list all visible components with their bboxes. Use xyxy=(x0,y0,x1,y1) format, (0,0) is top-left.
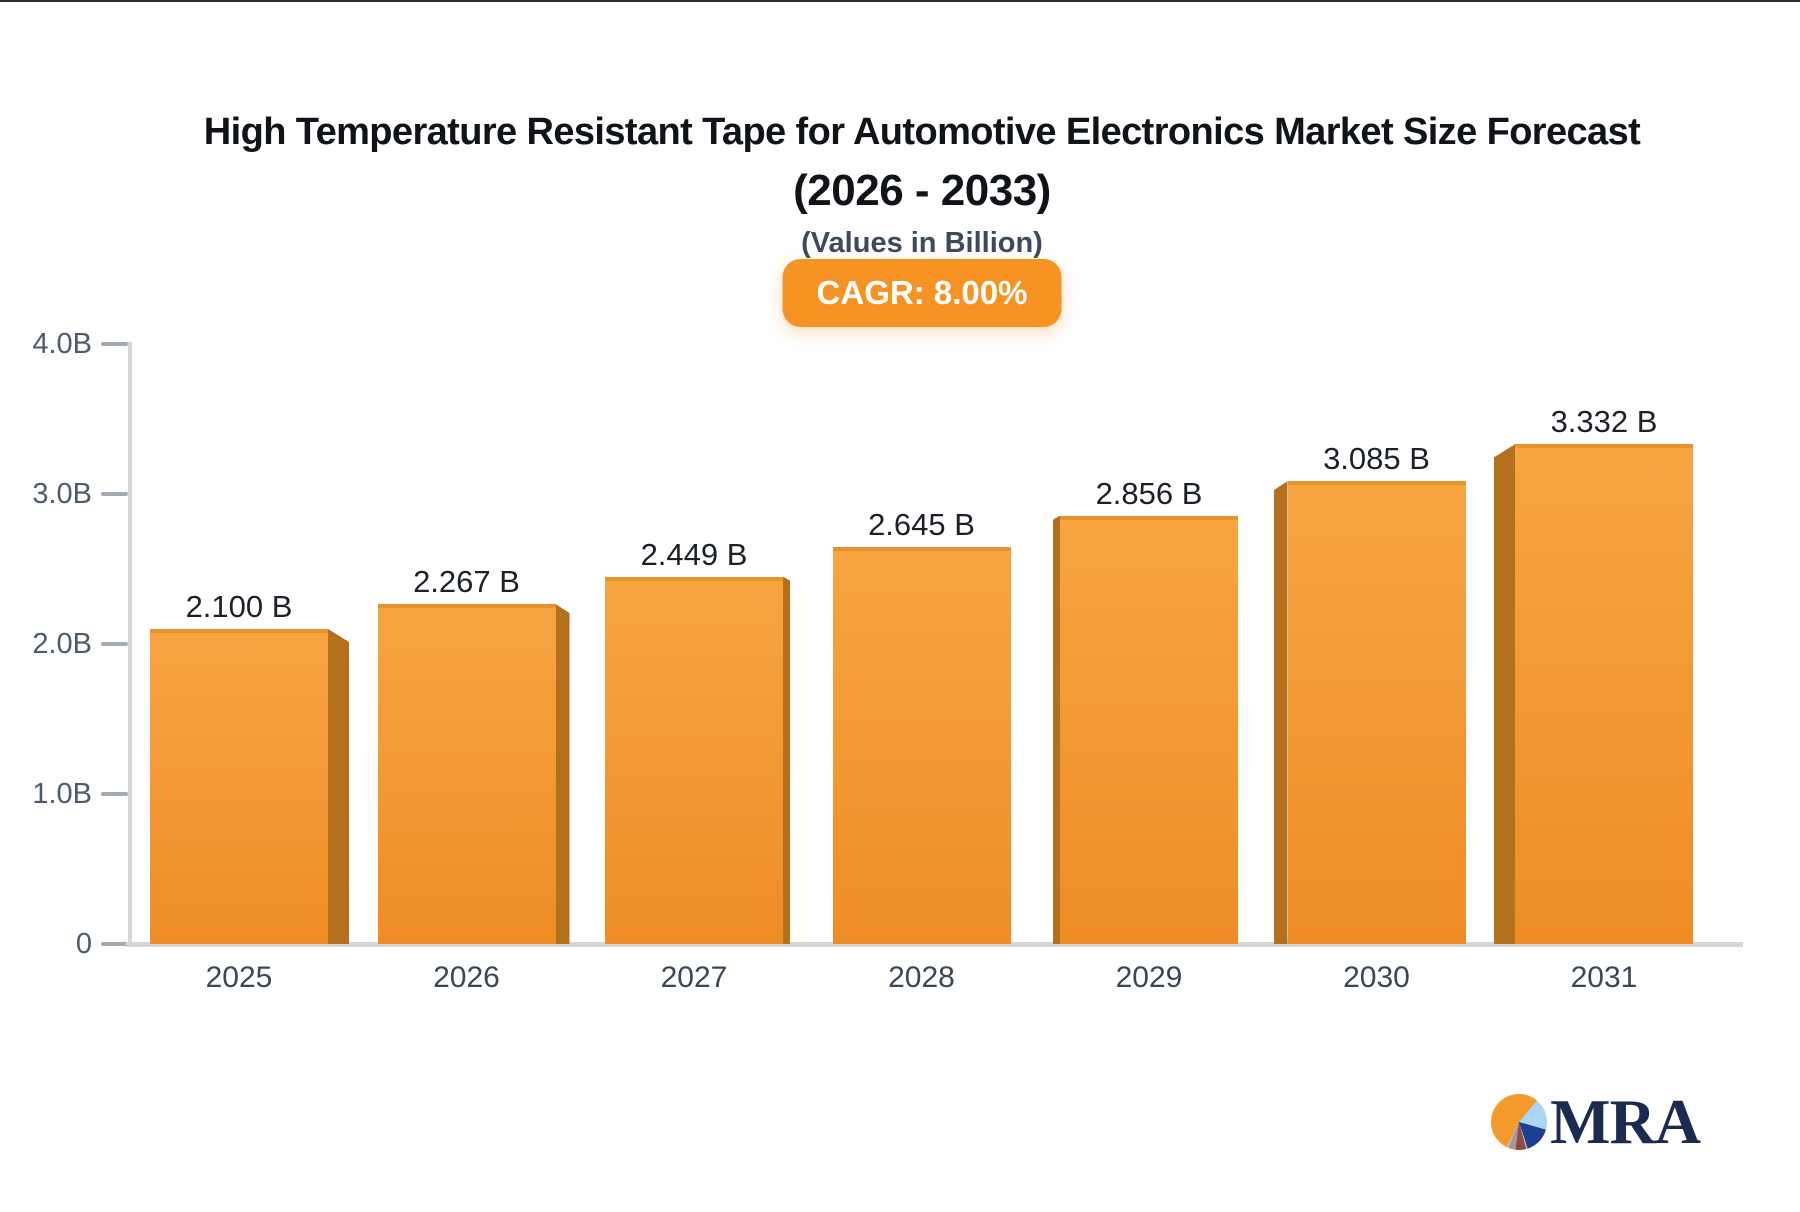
bar-3d-side xyxy=(1494,444,1515,944)
y-axis-line xyxy=(128,342,132,947)
y-axis-tick-label: 2.0B xyxy=(32,628,92,660)
bar-value-2028: 2.645 B xyxy=(868,507,975,543)
y-axis-tick xyxy=(101,642,128,646)
x-axis-label-2029: 2029 xyxy=(1115,961,1183,994)
bar-2031[interactable] xyxy=(1515,444,1693,944)
bar-value-2025: 2.100 B xyxy=(185,589,293,624)
pie-chart-logo-icon xyxy=(1491,1094,1548,1150)
bar-value-2026: 2.267 B xyxy=(413,563,520,599)
y-axis-tick-label: 1.0B xyxy=(32,778,92,810)
brand-logo-text: MRA xyxy=(1550,1086,1701,1157)
bar-2026[interactable] xyxy=(377,603,556,944)
chart-title-line1: High Temperature Resistant Tape for Auto… xyxy=(203,111,1641,153)
bar-value-2029: 2.856 B xyxy=(1095,475,1203,511)
y-axis-tick-label: 0 xyxy=(75,928,92,960)
bar-value-2031: 3.332 B xyxy=(1550,404,1658,440)
bar-3d-side xyxy=(328,629,349,944)
bar-2027[interactable] xyxy=(605,576,783,944)
x-axis-label-2027: 2027 xyxy=(660,961,728,994)
bar-3d-side xyxy=(555,603,570,944)
y-axis-tick-label: 3.0B xyxy=(32,478,92,510)
cagr-badge-wrap: CAGR: 8.00% xyxy=(782,259,1062,327)
cagr-badge: CAGR: 8.00% xyxy=(782,259,1062,327)
chart-subtitle: (Values in Billion) xyxy=(801,227,1043,259)
y-axis-tick xyxy=(101,942,128,946)
x-axis-label-2026: 2026 xyxy=(433,961,500,994)
x-axis-label-2025: 2025 xyxy=(205,961,273,994)
bar-2030[interactable] xyxy=(1287,481,1466,944)
bar-3d-side xyxy=(1273,481,1288,944)
bar-2029[interactable] xyxy=(1060,515,1238,944)
y-axis-tick-label: 4.0B xyxy=(32,328,92,360)
brand-logo: MRA xyxy=(1491,1086,1701,1157)
bar-2028[interactable] xyxy=(832,547,1011,944)
bar-value-2030: 3.085 B xyxy=(1323,441,1430,477)
chart-title-line2: (2026 - 2033) xyxy=(793,166,1051,215)
x-axis-label-2031: 2031 xyxy=(1570,961,1638,994)
bar-value-2027: 2.449 B xyxy=(640,536,748,572)
x-axis-label-2030: 2030 xyxy=(1343,961,1410,994)
y-axis-tick xyxy=(101,492,128,496)
x-axis-line xyxy=(126,942,1743,947)
x-axis-label-2028: 2028 xyxy=(888,961,955,994)
y-axis-tick xyxy=(101,792,128,796)
bar-2025[interactable] xyxy=(150,629,328,944)
bar-3d-side xyxy=(1053,515,1060,944)
y-axis-tick xyxy=(101,342,128,346)
bar-3d-side xyxy=(783,576,790,944)
